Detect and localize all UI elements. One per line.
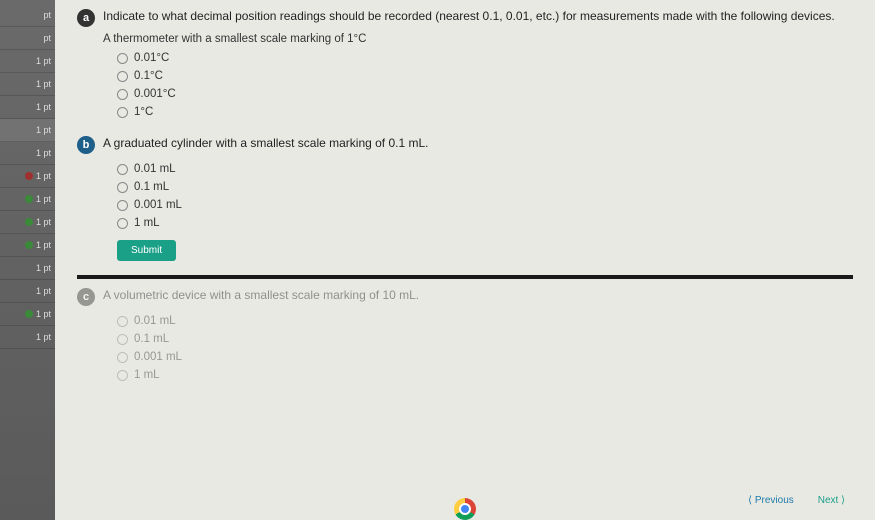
- next-button[interactable]: Next ⟩: [818, 495, 845, 506]
- sidebar-item[interactable]: 1 pt: [0, 257, 55, 280]
- status-dot-correct: [25, 310, 33, 318]
- part-a-options: 0.01°C 0.1°C 0.001°C 1°C: [117, 49, 853, 121]
- main-content: a Indicate to what decimal position read…: [55, 0, 875, 520]
- part-c-options: 0.01 mL 0.1 mL 0.001 mL 1 mL: [117, 312, 853, 384]
- part-a-subprompt: A thermometer with a smallest scale mark…: [103, 33, 853, 45]
- submit-button[interactable]: Submit: [117, 240, 176, 261]
- option-c-1: 0.01 mL: [117, 312, 853, 330]
- status-dot-wrong: [25, 172, 33, 180]
- part-badge-b: b: [77, 136, 95, 154]
- option-c-2: 0.1 mL: [117, 330, 853, 348]
- part-b-options: 0.01 mL 0.1 mL 0.001 mL 1 mL: [117, 160, 853, 232]
- option-a-4[interactable]: 1°C: [117, 103, 853, 121]
- status-dot-correct: [25, 241, 33, 249]
- option-c-4: 1 mL: [117, 366, 853, 384]
- radio-icon: [117, 334, 128, 345]
- radio-icon: [117, 53, 128, 64]
- sidebar-item[interactable]: 1 pt: [0, 188, 55, 211]
- sidebar-item[interactable]: 1 pt: [0, 96, 55, 119]
- sidebar-item[interactable]: 1 pt: [0, 73, 55, 96]
- question-part-c: c A volumetric device with a smallest sc…: [55, 279, 875, 390]
- part-c-prompt: A volumetric device with a smallest scal…: [103, 287, 419, 303]
- radio-icon: [117, 107, 128, 118]
- sidebar-item[interactable]: 1 pt: [0, 234, 55, 257]
- option-b-3[interactable]: 0.001 mL: [117, 196, 853, 214]
- sidebar-item[interactable]: 1 pt: [0, 142, 55, 165]
- question-part-a: a Indicate to what decimal position read…: [55, 0, 875, 127]
- sidebar-item[interactable]: 1 pt: [0, 211, 55, 234]
- radio-icon: [117, 164, 128, 175]
- part-b-prompt: A graduated cylinder with a smallest sca…: [103, 135, 429, 151]
- option-a-3[interactable]: 0.001°C: [117, 85, 853, 103]
- radio-icon: [117, 218, 128, 229]
- option-b-1[interactable]: 0.01 mL: [117, 160, 853, 178]
- question-sidebar: pt pt 1 pt 1 pt 1 pt 1 pt 1 pt 1 pt 1 pt…: [0, 0, 55, 520]
- question-part-b: b A graduated cylinder with a smallest s…: [55, 127, 875, 273]
- sidebar-item[interactable]: 1 pt: [0, 303, 55, 326]
- sidebar-item[interactable]: 1 pt: [0, 165, 55, 188]
- sidebar-item[interactable]: 1 pt: [0, 326, 55, 349]
- nav-footer: ⟨ Previous Next ⟩: [748, 495, 845, 506]
- radio-icon: [117, 71, 128, 82]
- part-badge-a: a: [77, 9, 95, 27]
- part-badge-c: c: [77, 288, 95, 306]
- sidebar-item[interactable]: pt: [0, 4, 55, 27]
- chrome-icon: [454, 498, 476, 520]
- option-c-3: 0.001 mL: [117, 348, 853, 366]
- radio-icon: [117, 370, 128, 381]
- radio-icon: [117, 316, 128, 327]
- radio-icon: [117, 352, 128, 363]
- status-dot-correct: [25, 195, 33, 203]
- option-b-2[interactable]: 0.1 mL: [117, 178, 853, 196]
- section-divider: [77, 275, 853, 279]
- radio-icon: [117, 89, 128, 100]
- radio-icon: [117, 200, 128, 211]
- radio-icon: [117, 182, 128, 193]
- sidebar-item[interactable]: 1 pt: [0, 280, 55, 303]
- status-dot-correct: [25, 218, 33, 226]
- option-a-2[interactable]: 0.1°C: [117, 67, 853, 85]
- option-a-1[interactable]: 0.01°C: [117, 49, 853, 67]
- prev-button[interactable]: ⟨ Previous: [748, 495, 794, 506]
- sidebar-item[interactable]: 1 pt: [0, 119, 55, 142]
- option-b-4[interactable]: 1 mL: [117, 214, 853, 232]
- part-a-prompt: Indicate to what decimal position readin…: [103, 8, 835, 24]
- sidebar-item[interactable]: pt: [0, 27, 55, 50]
- sidebar-item[interactable]: 1 pt: [0, 50, 55, 73]
